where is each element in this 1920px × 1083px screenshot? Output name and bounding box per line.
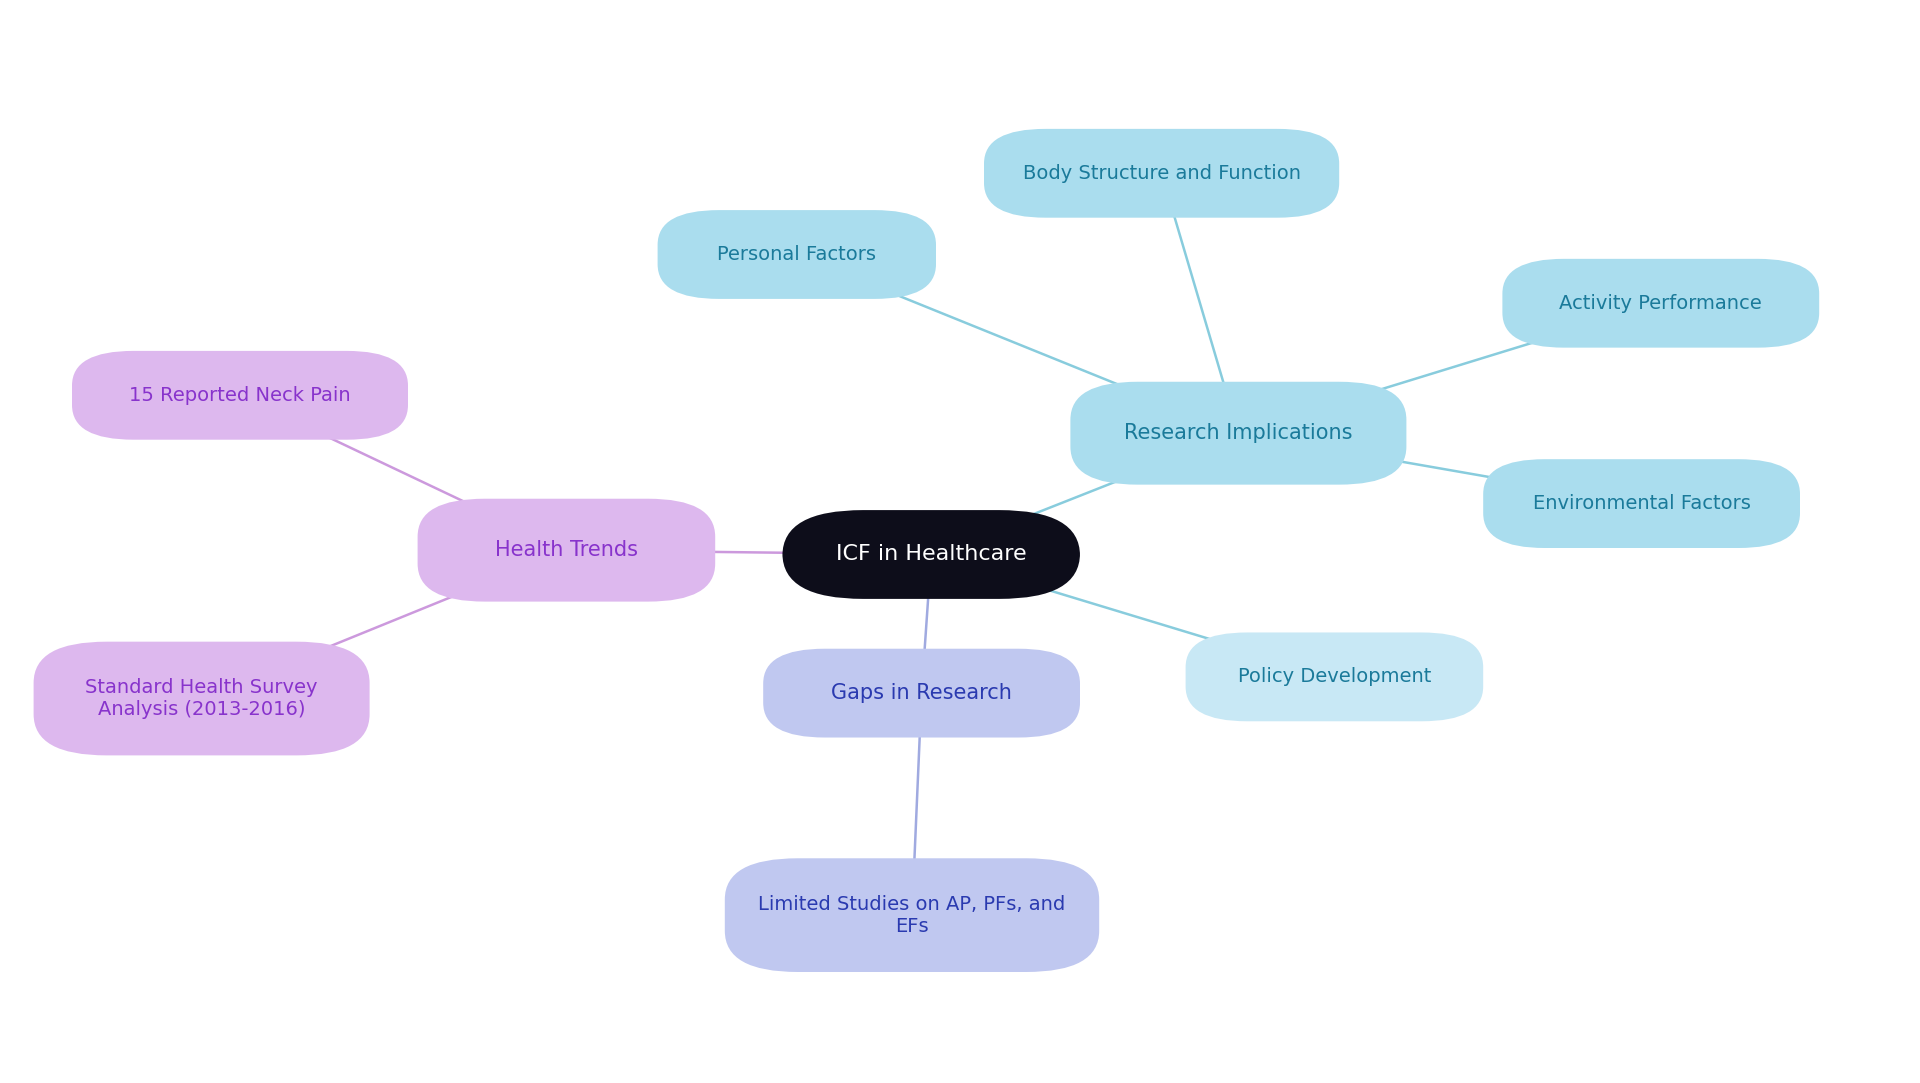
FancyBboxPatch shape <box>783 510 1079 599</box>
Text: Environmental Factors: Environmental Factors <box>1532 494 1751 513</box>
Text: Policy Development: Policy Development <box>1238 667 1430 687</box>
Text: Health Trends: Health Trends <box>495 540 637 560</box>
FancyBboxPatch shape <box>724 858 1098 973</box>
Text: Gaps in Research: Gaps in Research <box>831 683 1012 703</box>
Text: ICF in Healthcare: ICF in Healthcare <box>835 545 1027 564</box>
Text: Standard Health Survey
Analysis (2013-2016): Standard Health Survey Analysis (2013-20… <box>84 678 319 719</box>
FancyBboxPatch shape <box>73 351 407 440</box>
FancyBboxPatch shape <box>762 649 1079 738</box>
Text: Activity Performance: Activity Performance <box>1559 293 1763 313</box>
Text: Limited Studies on AP, PFs, and
EFs: Limited Studies on AP, PFs, and EFs <box>758 895 1066 936</box>
FancyBboxPatch shape <box>1501 259 1820 348</box>
Text: Research Implications: Research Implications <box>1123 423 1354 443</box>
FancyBboxPatch shape <box>1482 459 1801 548</box>
FancyBboxPatch shape <box>1071 382 1405 485</box>
FancyBboxPatch shape <box>1185 632 1482 721</box>
FancyBboxPatch shape <box>657 210 935 299</box>
FancyBboxPatch shape <box>35 641 369 756</box>
Text: Body Structure and Function: Body Structure and Function <box>1023 164 1300 183</box>
Text: Personal Factors: Personal Factors <box>718 245 876 264</box>
FancyBboxPatch shape <box>417 498 714 602</box>
Text: 15 Reported Neck Pain: 15 Reported Neck Pain <box>129 386 351 405</box>
FancyBboxPatch shape <box>983 129 1340 218</box>
